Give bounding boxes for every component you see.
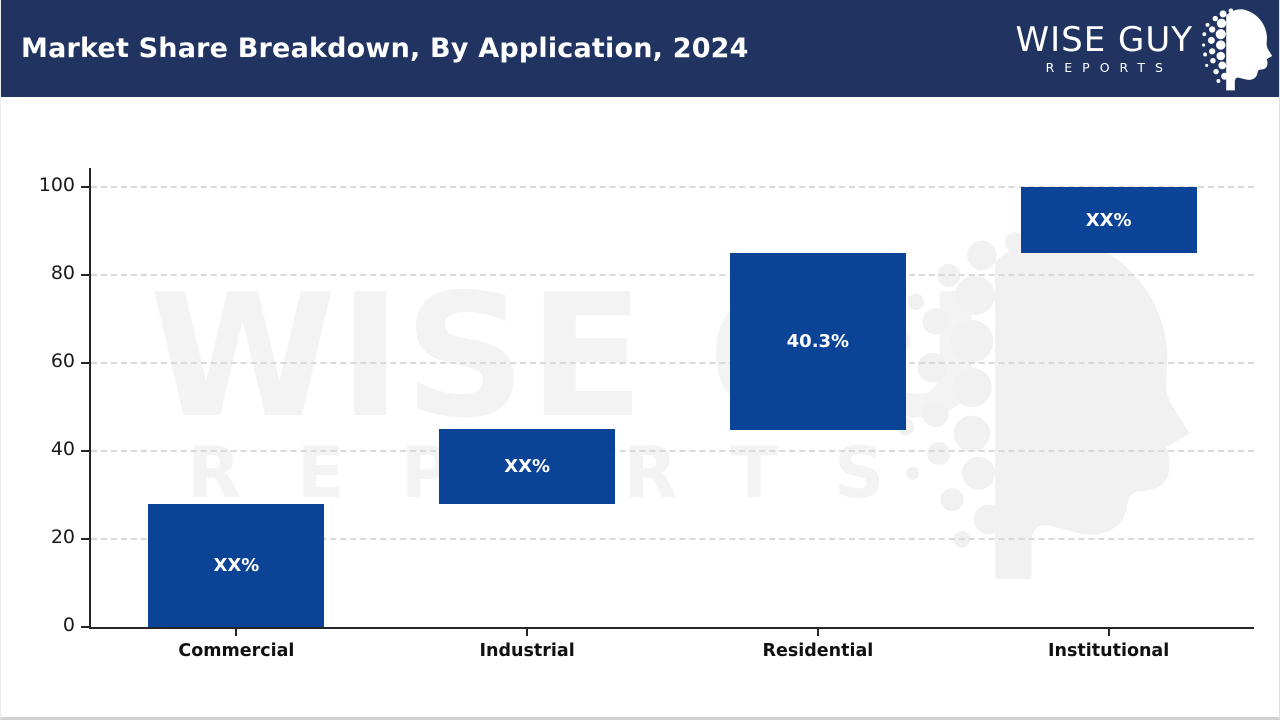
y-tick-label: 40 (50, 438, 75, 460)
y-tick-mark (81, 186, 89, 188)
bar-commercial: XX% (148, 503, 325, 627)
y-tick-label: 0 (62, 614, 75, 636)
y-tick-label: 60 (50, 350, 75, 372)
brand-name: WISE GUY (1015, 19, 1193, 60)
bar-residential: 40.3% (729, 253, 906, 431)
gridline-60 (91, 362, 1254, 364)
y-tick-mark (81, 274, 89, 276)
gridline-100 (91, 186, 1254, 188)
bar-value-label: 40.3% (786, 331, 850, 353)
page-title: Market Share Breakdown, By Application, … (21, 33, 749, 64)
y-tick-label: 80 (50, 262, 75, 284)
y-tick-mark (81, 362, 89, 364)
brand-head-icon (1202, 8, 1273, 91)
y-axis-line (89, 168, 91, 629)
y-tick-label: 100 (38, 174, 75, 196)
x-axis-line (89, 627, 1254, 629)
bar-value-label: XX% (504, 455, 551, 477)
x-tick-mark (1107, 629, 1110, 636)
brand-logo: WISE GUY REPORTS (1015, 6, 1273, 92)
bar-industrial: XX% (439, 429, 616, 504)
brand-logo-text: WISE GUY REPORTS (1015, 19, 1193, 76)
bar-institutional: XX% (1020, 187, 1197, 253)
x-category-label-institutional: Institutional (1048, 641, 1170, 661)
bar-value-label: XX% (213, 554, 260, 576)
brand-subname: REPORTS (1045, 60, 1173, 76)
x-tick-mark (526, 629, 529, 636)
y-tick-label: 20 (50, 526, 75, 548)
x-category-label-residential: Residential (762, 641, 874, 661)
header: Market Share Breakdown, By Application, … (1, 0, 1279, 97)
x-category-label-industrial: Industrial (479, 641, 575, 661)
y-tick-mark (81, 626, 89, 628)
x-tick-mark (235, 629, 238, 636)
y-tick-mark (81, 538, 89, 540)
gridline-40 (91, 450, 1254, 452)
gridline-80 (91, 274, 1254, 276)
bar-value-label: XX% (1085, 209, 1132, 231)
x-tick-mark (816, 629, 819, 636)
y-tick-mark (81, 450, 89, 452)
x-category-label-commercial: Commercial (178, 641, 295, 661)
gridline-20 (91, 538, 1254, 540)
